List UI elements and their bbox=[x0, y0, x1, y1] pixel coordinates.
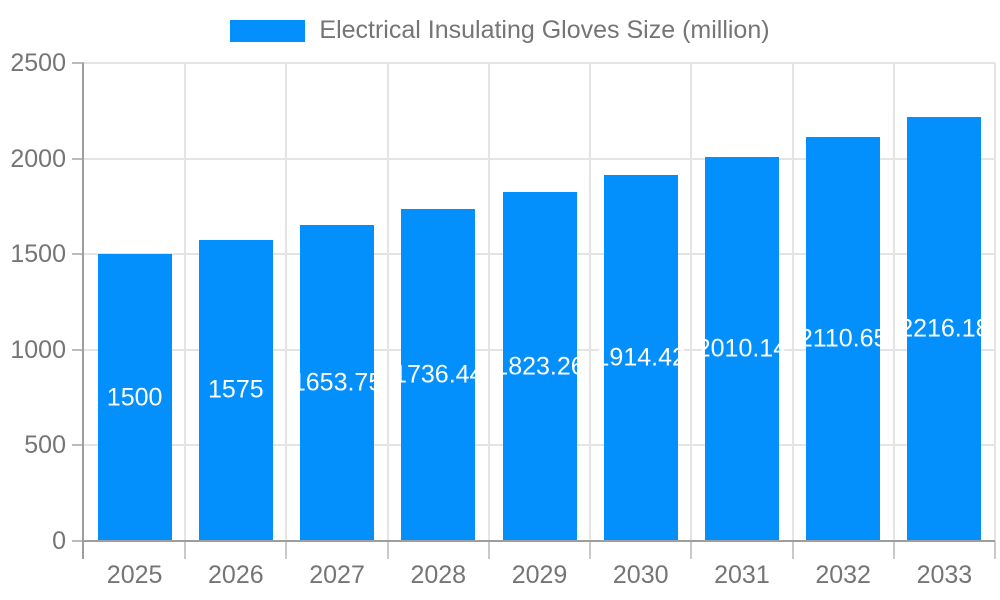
bar-2025[interactable] bbox=[97, 254, 172, 541]
bar-value-label: 2216.18 bbox=[899, 314, 990, 343]
bar-2026[interactable] bbox=[198, 239, 273, 541]
bar-value-label: 1914.42 bbox=[595, 343, 686, 372]
bar-value-label: 1575 bbox=[208, 375, 264, 404]
bar-2031[interactable] bbox=[704, 156, 779, 541]
gridline-horizontal bbox=[84, 157, 995, 160]
x-axis-tick bbox=[892, 541, 895, 559]
y-axis-tick bbox=[72, 540, 84, 542]
bar-2028[interactable] bbox=[401, 208, 476, 541]
x-axis-tick bbox=[386, 541, 389, 559]
gridline-vertical bbox=[994, 63, 996, 541]
y-axis-tick bbox=[72, 253, 84, 256]
x-axis-tick bbox=[589, 541, 592, 559]
legend-swatch[interactable] bbox=[230, 19, 306, 42]
bar-value-label: 2010.14 bbox=[696, 334, 788, 363]
bar-value-label: 1653.75 bbox=[291, 368, 383, 397]
gridline-vertical bbox=[386, 63, 389, 541]
bar-2029[interactable] bbox=[502, 192, 577, 541]
gridline-vertical bbox=[487, 63, 490, 541]
y-axis-tick-label: 2000 bbox=[10, 144, 66, 173]
bar-value-label: 1823.26 bbox=[494, 352, 585, 381]
x-axis-tick-label: 2025 bbox=[106, 561, 163, 589]
y-axis-tick-label: 0 bbox=[52, 527, 66, 555]
gridline-vertical bbox=[184, 63, 187, 541]
gridline-vertical bbox=[285, 63, 288, 541]
x-axis-tick-label: 2032 bbox=[815, 561, 871, 589]
legend-label[interactable]: Electrical Insulating Gloves Size (milli… bbox=[319, 16, 770, 44]
y-axis-tick-label: 1000 bbox=[10, 335, 66, 364]
bar-value-label: 2110.65 bbox=[798, 324, 888, 353]
y-axis-tick-label: 500 bbox=[24, 431, 66, 460]
x-axis-tick-label: 2029 bbox=[511, 561, 568, 589]
x-axis-tick bbox=[690, 541, 693, 559]
x-axis-tick-label: 2030 bbox=[612, 561, 669, 589]
gridline-vertical bbox=[589, 63, 592, 541]
x-axis-tick-label: 2033 bbox=[916, 561, 973, 589]
bar-2027[interactable] bbox=[300, 224, 375, 541]
gridline-horizontal bbox=[84, 62, 995, 64]
gridline-vertical bbox=[892, 63, 895, 541]
bar-value-label: 1500 bbox=[106, 383, 163, 412]
bar-value-label: 1736.44 bbox=[393, 360, 484, 389]
x-axis-tick-label: 2031 bbox=[714, 561, 770, 589]
x-axis-tick-label: 2027 bbox=[309, 561, 365, 589]
y-axis-tick bbox=[72, 444, 84, 447]
x-axis-tick bbox=[285, 541, 288, 559]
legend: Electrical Insulating Gloves Size (milli… bbox=[0, 16, 1000, 45]
x-axis-tick bbox=[184, 541, 187, 559]
x-axis-tick-label: 2028 bbox=[410, 561, 467, 589]
bar-2033[interactable] bbox=[907, 117, 982, 541]
x-axis-line bbox=[82, 540, 995, 542]
y-axis-line bbox=[82, 63, 84, 559]
y-axis-tick-label: 1500 bbox=[10, 240, 66, 269]
bar-2030[interactable] bbox=[603, 174, 678, 541]
y-axis-tick bbox=[72, 157, 84, 160]
x-axis-tick-label: 2026 bbox=[208, 561, 264, 589]
x-axis-tick bbox=[487, 541, 490, 559]
y-axis-tick bbox=[72, 348, 84, 351]
gridline-vertical bbox=[791, 63, 794, 541]
x-axis-tick bbox=[994, 541, 996, 559]
y-axis-tick bbox=[72, 62, 84, 64]
gridline-vertical bbox=[690, 63, 693, 541]
y-axis-tick-label: 2500 bbox=[10, 49, 66, 77]
bar-2032[interactable] bbox=[806, 137, 881, 541]
x-axis-tick bbox=[791, 541, 794, 559]
